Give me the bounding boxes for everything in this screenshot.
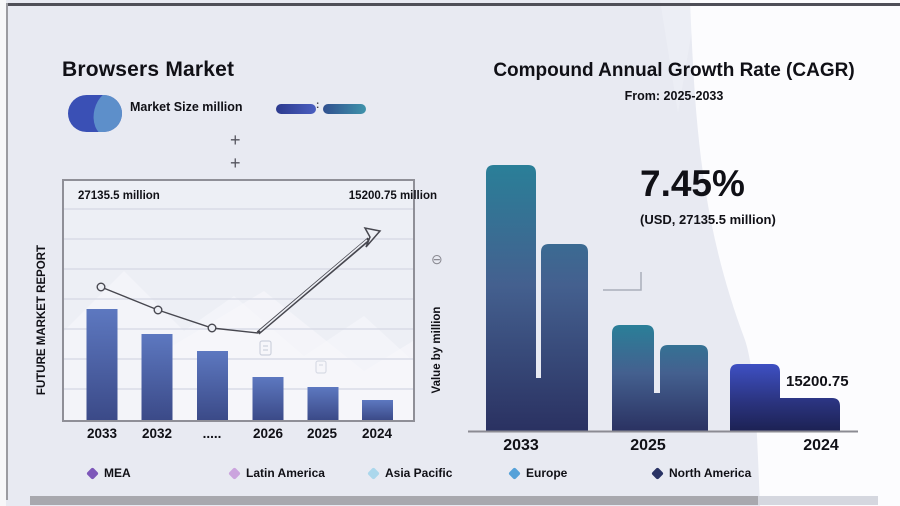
market-size-capsule-icon [68,95,122,132]
cagr-title: Compound Annual Growth Rate (CAGR) [493,60,855,81]
cagr-chart [468,165,858,433]
market-size-chart-panel: 27135.5 million 15200.75 million [62,179,437,422]
bar-2032 [141,334,173,420]
legend-label: MEA [104,466,131,480]
end-value-annotation: 15200.75 million [348,190,437,202]
x-tick-label: 2024 [803,437,839,454]
market-size-bars [86,309,393,420]
legend-marker-asia-pacific-icon [367,466,380,480]
x-tick-label: 2033 [86,426,118,441]
page-title: Browsers Market [62,58,235,81]
frame-bottom-light [758,496,878,505]
x-tick-label: ..... [202,426,222,441]
start-value-annotation: 27135.5 million [78,190,160,202]
bar-middle [197,351,228,420]
legend-label: Europe [526,466,568,480]
side-watermark-label: FUTURE MARKET REPORT [36,244,48,396]
legend-marker-latin-america-icon [228,466,241,480]
legend-item-latin-america: Latin America [228,466,325,480]
legend-marker-europe-icon [508,466,521,480]
ratio-pill-end-icon [323,104,366,114]
legend-item-north-america: North America [651,466,752,480]
x-tick-label: 2025 [306,426,338,441]
frame-left [0,0,6,506]
x-tick-label: 2024 [361,426,393,441]
market-size-chart [64,208,413,420]
x-tick-label: 2026 [252,426,284,441]
x-tick-label: 2025 [630,437,666,454]
cagr-value: 7.45% [640,163,745,204]
bar-group-2025 [612,325,708,432]
clipboard-watermark-icon [259,340,272,356]
frame-bottom [30,496,758,505]
clipboard-watermark-icon [315,360,327,374]
circled-minus-icon: ⊖ [431,251,443,267]
y-axis-label: Value by million [431,306,443,394]
legend-label: Asia Pacific [385,466,453,480]
market-size-label: Market Size million [130,100,243,114]
ratio-pill-start-icon [276,104,316,114]
bar-2026 [252,377,284,420]
legend-label: North America [669,466,752,480]
value-annotation: 15200.75 [786,373,849,390]
capsule-lobe [88,95,122,132]
legend-label: Latin America [246,466,325,480]
bar-group-2024 [730,364,840,432]
cagr-detail: (USD, 27135.5 million) [640,212,776,227]
x-tick-label: 2033 [503,437,539,454]
plus-mark-icon: + [230,130,241,150]
gridlines [64,208,413,390]
legend-item-asia-pacific: Asia Pacific [367,466,453,480]
cagr-subtitle: From: 2025-2033 [624,89,724,103]
legend-item-europe: Europe [508,466,568,480]
step-line-decoration [603,272,642,291]
x-tick-label: 2032 [141,426,173,441]
bar-2024 [362,400,393,420]
bar-group-2033 [486,165,588,432]
legend-marker-north-america-icon [651,466,664,480]
trend-arrow [256,226,382,335]
trend-markers [96,282,217,333]
trend-line [100,286,259,334]
legend-marker-mea-icon [86,466,99,480]
frame-top [8,3,900,6]
legend-item-mea: MEA [86,466,131,480]
bar-2033 [86,309,118,420]
ratio-separator: : [316,100,320,111]
frame-left-line [6,3,8,500]
plus-mark-icon: + [230,153,241,173]
bar-2025 [307,387,339,420]
